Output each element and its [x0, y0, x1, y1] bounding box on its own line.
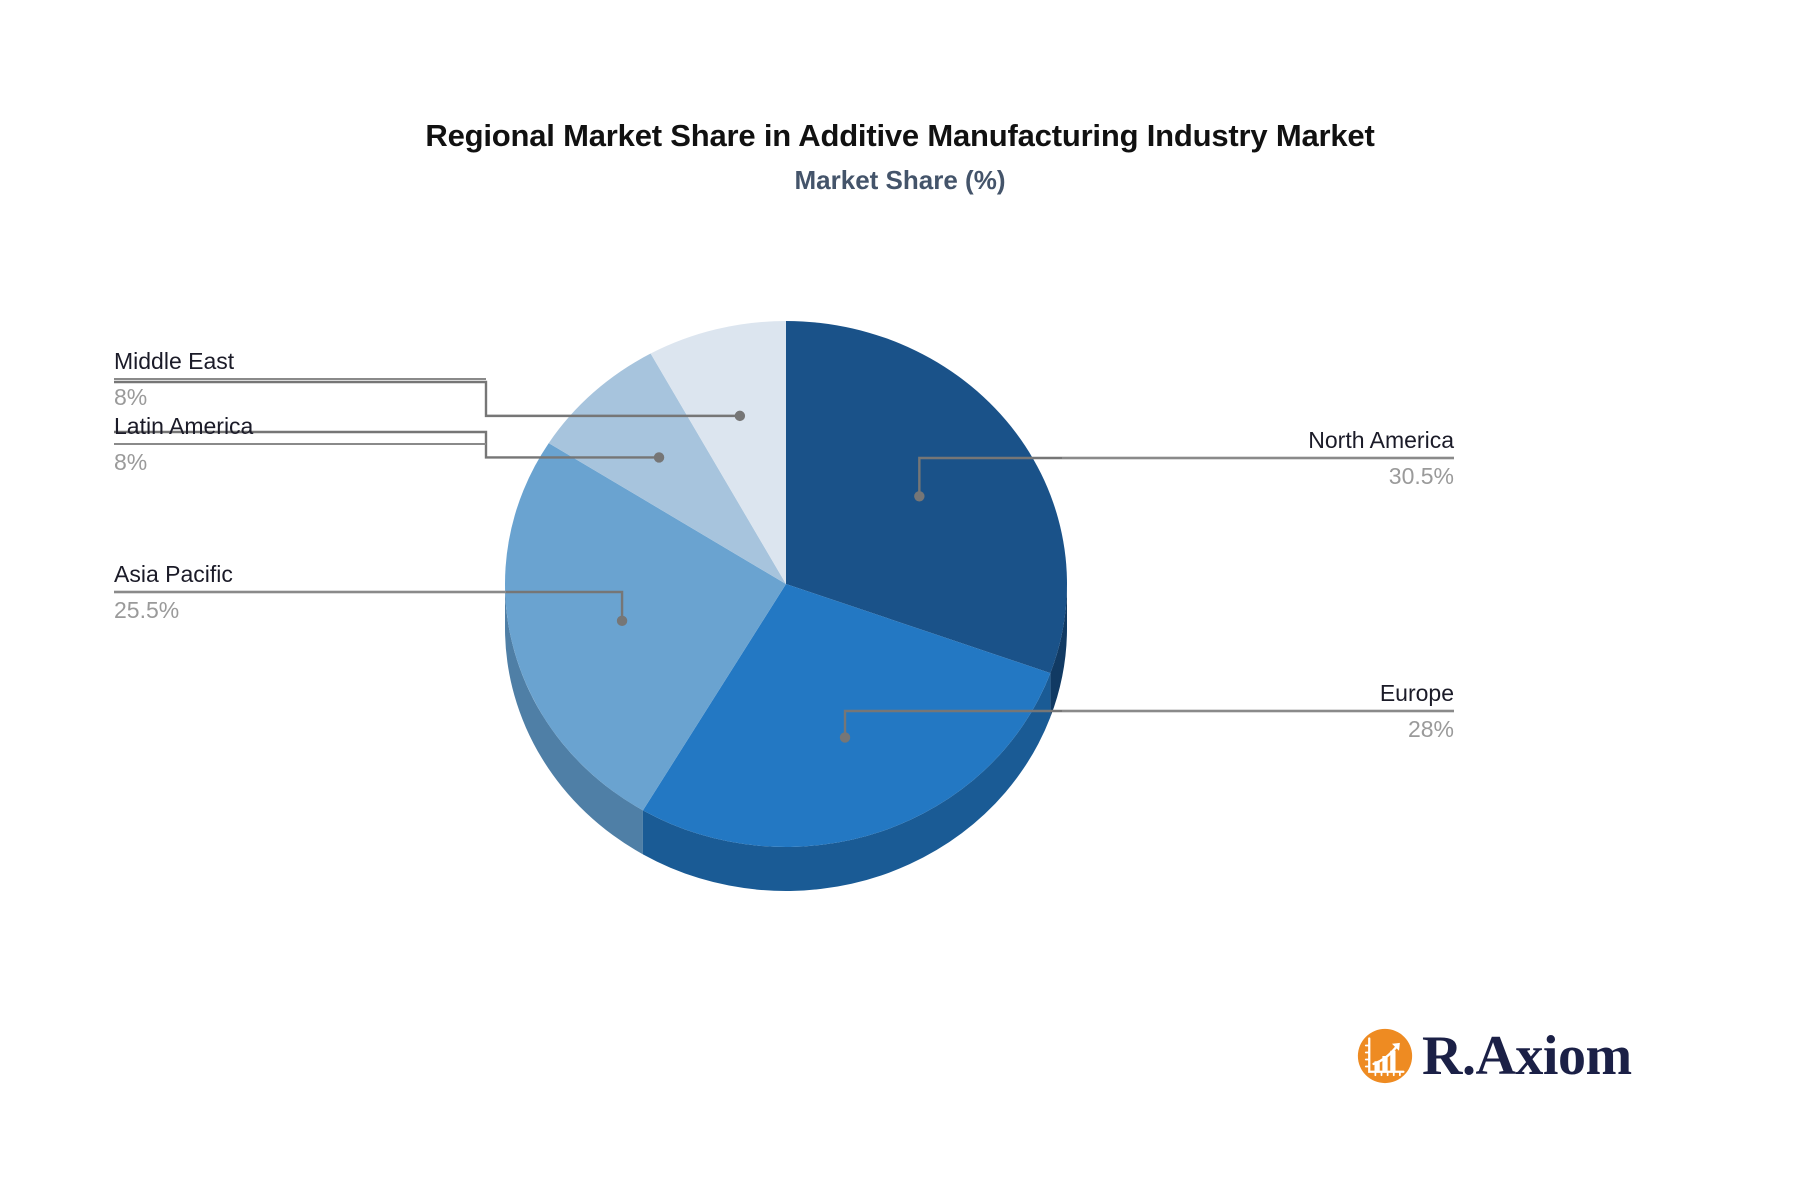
callout-north-america[interactable]: North America 30.5% [1062, 425, 1454, 493]
bar-chart-growth-icon [1357, 1028, 1413, 1084]
leader-line-me [114, 380, 740, 418]
brand-logo[interactable]: R.Axiom [1357, 1028, 1632, 1084]
pie-slice-europe[interactable] [642, 584, 1051, 848]
callout-label: Middle East [114, 348, 235, 374]
pie-side-asia-pacific [505, 584, 643, 855]
callout-value: 8% [114, 384, 148, 410]
callout-value: 8% [114, 449, 148, 475]
callout-value: 28% [1407, 716, 1454, 742]
pie-slice-asia-pacific[interactable] [504, 443, 786, 811]
callout-rule [1062, 457, 1454, 459]
pie-side-north-america [1050, 584, 1067, 718]
callout-label: Latin America [114, 413, 254, 439]
callout-label: Asia Pacific [114, 561, 233, 587]
callout-europe[interactable]: Europe 28% [1062, 678, 1454, 746]
callout-label: Europe [1379, 680, 1454, 706]
leader-dot-ap [616, 615, 628, 627]
pie-side-europe [642, 673, 1051, 892]
callout-rule [114, 443, 486, 445]
leader-dots [616, 410, 925, 743]
callout-value: 25.5% [114, 597, 180, 623]
callout-rule [114, 378, 486, 380]
callout-latin-america[interactable]: Latin America 8% [114, 411, 486, 479]
leader-dot-la [653, 452, 665, 463]
leader-dot-na [914, 491, 925, 502]
leader-dot-eu [839, 732, 851, 743]
callout-label: North America [1308, 427, 1454, 453]
callout-asia-pacific[interactable]: Asia Pacific 25.5% [114, 559, 506, 627]
callout-value: 30.5% [1388, 463, 1454, 489]
callout-middle-east[interactable]: Middle East 8% [114, 346, 486, 414]
chart-title: Regional Market Share in Additive Manufa… [425, 118, 1375, 153]
pie-slice-north-america[interactable] [786, 321, 1067, 674]
brand-wordmark: R.Axiom [1422, 1025, 1632, 1087]
chart-subtitle: Market Share (%) [794, 165, 1006, 195]
leader-dot-me [734, 410, 746, 422]
pie-slice-latin-america[interactable] [548, 353, 786, 584]
pie-slice-middle-east[interactable] [650, 321, 786, 584]
pie-slices [504, 321, 1067, 848]
pie-3d-sides [505, 584, 1067, 892]
leader-line-la [114, 430, 660, 459]
callout-rule [1062, 710, 1454, 712]
callout-rule [114, 591, 506, 593]
